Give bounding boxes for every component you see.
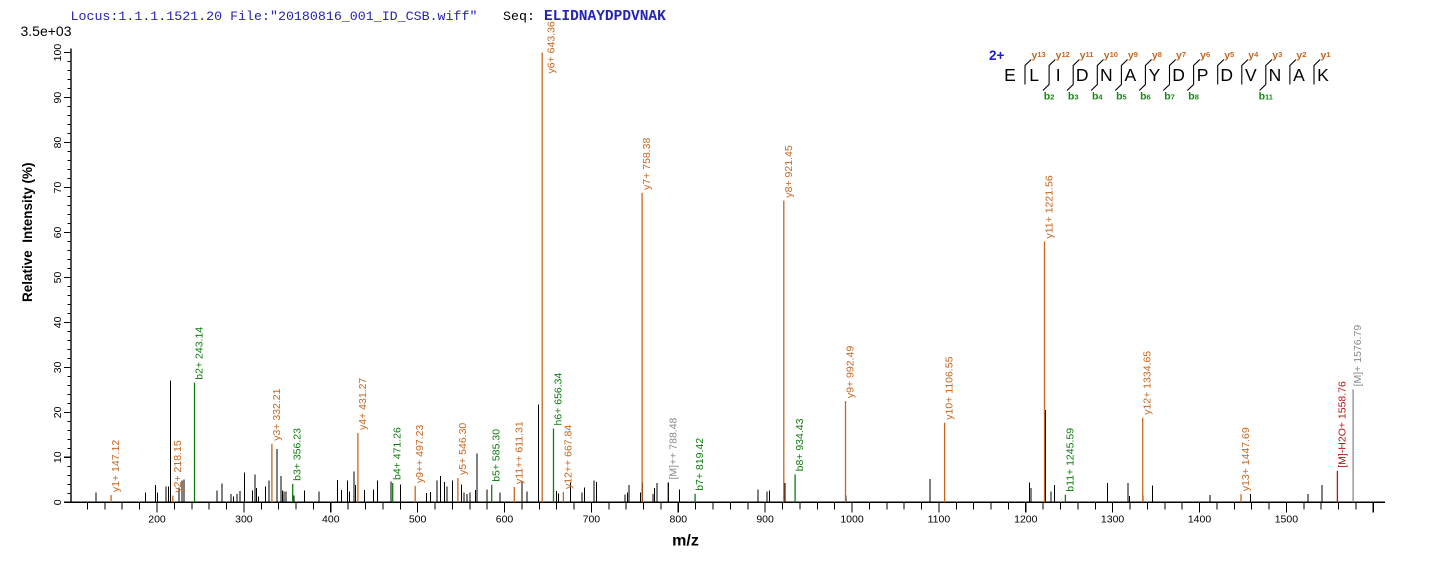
svg-text:10: 10 — [52, 451, 64, 463]
svg-text:[M]+ 1576.79: [M]+ 1576.79 — [1352, 325, 1364, 387]
svg-text:b8+ 934.43: b8+ 934.43 — [794, 418, 806, 471]
svg-text:Locus:1.1.1.1521.20 File:"2018: Locus:1.1.1.1521.20 File:"20180816_001_I… — [71, 9, 478, 24]
svg-text:P: P — [1197, 65, 1209, 85]
svg-text:y3: y3 — [1272, 50, 1282, 62]
svg-text:50: 50 — [52, 272, 64, 284]
svg-text:b4: b4 — [1092, 91, 1103, 103]
svg-text:A: A — [1125, 65, 1137, 85]
svg-text:b6: b6 — [1140, 91, 1151, 103]
svg-text:b5+ 585.30: b5+ 585.30 — [491, 429, 503, 482]
svg-text:700: 700 — [583, 514, 601, 526]
svg-text:m/z: m/z — [672, 533, 699, 550]
svg-text:y12+ 1334.65: y12+ 1334.65 — [1142, 351, 1154, 415]
svg-text:y10: y10 — [1104, 50, 1118, 62]
svg-text:1300: 1300 — [1101, 514, 1125, 526]
svg-text:200: 200 — [148, 514, 166, 526]
svg-text:L: L — [1029, 65, 1039, 85]
svg-text:2+: 2+ — [989, 48, 1005, 63]
svg-text:1200: 1200 — [1014, 514, 1038, 526]
svg-text:b7+ 819.42: b7+ 819.42 — [694, 438, 706, 491]
svg-text:1000: 1000 — [840, 514, 864, 526]
svg-text:y13: y13 — [1032, 50, 1046, 62]
svg-text:b3+ 356.23: b3+ 356.23 — [292, 428, 304, 481]
svg-text:3.5e+03: 3.5e+03 — [21, 23, 72, 39]
svg-text:40: 40 — [52, 316, 64, 328]
svg-text:b7: b7 — [1164, 91, 1175, 103]
svg-text:y9+ 992.49: y9+ 992.49 — [845, 346, 857, 398]
svg-text:Y: Y — [1149, 65, 1161, 85]
svg-text:500: 500 — [409, 514, 427, 526]
svg-text:y1+ 147.12: y1+ 147.12 — [110, 440, 122, 492]
svg-text:y8: y8 — [1152, 50, 1162, 62]
svg-text:E: E — [1004, 65, 1016, 85]
svg-text:[M]++ 788.48: [M]++ 788.48 — [667, 417, 679, 479]
svg-text:y11+ 1221.56: y11+ 1221.56 — [1044, 175, 1056, 238]
svg-text:b3: b3 — [1068, 91, 1079, 103]
svg-text:1400: 1400 — [1188, 514, 1212, 526]
svg-text:D: D — [1172, 65, 1185, 85]
svg-text:y10+ 1106.55: y10+ 1106.55 — [944, 356, 956, 419]
svg-text:y3+ 332.21: y3+ 332.21 — [271, 388, 283, 440]
svg-text:0: 0 — [52, 499, 64, 505]
svg-text:400: 400 — [322, 514, 340, 526]
svg-text:b4+ 471.26: b4+ 471.26 — [392, 427, 404, 480]
svg-text:y7: y7 — [1176, 50, 1186, 62]
svg-text:b11+ 1245.59: b11+ 1245.59 — [1064, 428, 1076, 492]
svg-text:100: 100 — [52, 44, 64, 62]
svg-text:y11: y11 — [1080, 50, 1094, 62]
svg-text:70: 70 — [52, 182, 64, 194]
svg-text:b2: b2 — [1044, 91, 1055, 103]
svg-text:Relative Intensity (%): Relative Intensity (%) — [20, 162, 35, 302]
svg-text:y6+ 643.36: y6+ 643.36 — [546, 21, 558, 73]
svg-text:30: 30 — [52, 361, 64, 373]
svg-text:y1: y1 — [1321, 50, 1331, 62]
svg-text:20: 20 — [52, 406, 64, 418]
svg-text:y7+ 758.38: y7+ 758.38 — [641, 137, 653, 189]
svg-text:N: N — [1100, 65, 1113, 85]
svg-text:Seq:: Seq: — [503, 9, 535, 24]
svg-text:60: 60 — [52, 227, 64, 239]
svg-text:y5+ 546.30: y5+ 546.30 — [457, 423, 469, 475]
svg-text:y6: y6 — [1200, 50, 1210, 62]
svg-text:1100: 1100 — [928, 514, 951, 526]
svg-text:1500: 1500 — [1275, 514, 1299, 526]
svg-text:y8+ 921.45: y8+ 921.45 — [783, 145, 795, 197]
svg-text:y5: y5 — [1224, 50, 1234, 62]
svg-text:ELIDNAYDPDVNAK: ELIDNAYDPDVNAK — [544, 9, 666, 25]
svg-text:K: K — [1317, 65, 1329, 85]
svg-text:A: A — [1293, 65, 1305, 85]
svg-text:600: 600 — [496, 514, 514, 526]
svg-text:y13+ 1447.69: y13+ 1447.69 — [1240, 427, 1252, 491]
svg-text:D: D — [1220, 65, 1233, 85]
svg-text:y11++ 611.31: y11++ 611.31 — [513, 421, 525, 484]
svg-text:b2+ 243.14: b2+ 243.14 — [194, 327, 206, 380]
svg-text:[M]-H2O+ 1558.76: [M]-H2O+ 1558.76 — [1336, 381, 1348, 468]
svg-text:y9++ 497.23: y9++ 497.23 — [414, 425, 426, 484]
svg-text:800: 800 — [670, 514, 688, 526]
svg-text:80: 80 — [52, 137, 64, 149]
svg-text:900: 900 — [756, 514, 774, 526]
svg-text:D: D — [1076, 65, 1089, 85]
svg-text:y2: y2 — [1296, 50, 1306, 62]
svg-text:h6+ 656.34: h6+ 656.34 — [553, 372, 565, 425]
svg-text:N: N — [1269, 65, 1282, 85]
svg-text:b8: b8 — [1188, 91, 1199, 103]
svg-text:90: 90 — [52, 92, 64, 104]
svg-text:y2+ 218.15: y2+ 218.15 — [172, 440, 184, 492]
svg-text:V: V — [1245, 65, 1257, 85]
svg-text:b11: b11 — [1259, 91, 1273, 103]
svg-text:y12: y12 — [1056, 50, 1070, 62]
svg-text:y4: y4 — [1248, 50, 1259, 62]
svg-text:300: 300 — [235, 514, 253, 526]
svg-text:I: I — [1056, 65, 1061, 85]
svg-text:b5: b5 — [1116, 91, 1127, 103]
svg-text:y4+ 431.27: y4+ 431.27 — [357, 378, 369, 430]
svg-text:y12++ 667.84: y12++ 667.84 — [562, 425, 574, 489]
svg-text:y9: y9 — [1128, 50, 1138, 62]
